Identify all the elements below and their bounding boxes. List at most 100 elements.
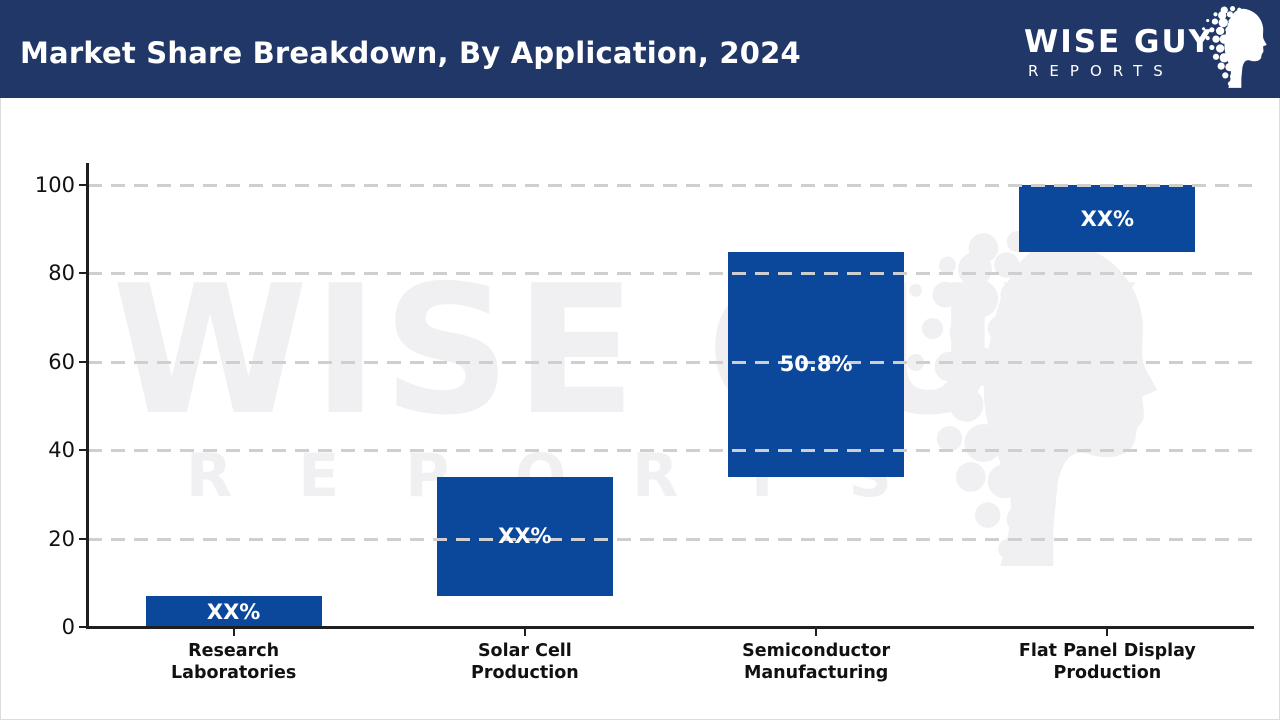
head-dot bbox=[936, 426, 963, 452]
x-category-line: Production bbox=[471, 662, 579, 683]
head-dot bbox=[1202, 27, 1206, 31]
head-dot bbox=[1004, 426, 1031, 452]
x-category-label: Semiconductor Manufacturing bbox=[671, 641, 962, 684]
x-category-line: Solar Cell bbox=[477, 641, 572, 661]
chart-title: Market Share Breakdown, By Application, … bbox=[20, 36, 801, 70]
head-dot bbox=[1226, 11, 1234, 18]
y-tick-label: 40 bbox=[48, 438, 75, 463]
y-axis-tick bbox=[79, 272, 88, 275]
head-dot bbox=[1229, 35, 1236, 42]
head-dot bbox=[1212, 53, 1220, 60]
head-dot bbox=[1229, 72, 1238, 81]
bar-1 bbox=[145, 596, 322, 627]
head-dot bbox=[1234, 18, 1243, 27]
bar-3 bbox=[728, 252, 905, 477]
head-dot bbox=[934, 351, 965, 382]
x-category-label: Flat Panel Display Production bbox=[962, 641, 1253, 684]
header-bar: Market Share Breakdown, By Application, … bbox=[0, 0, 1280, 98]
grid-line bbox=[88, 184, 1253, 187]
head-dot bbox=[1234, 63, 1240, 69]
head-dot bbox=[974, 502, 1001, 528]
y-axis-line bbox=[86, 163, 89, 629]
head-dot bbox=[987, 315, 1014, 342]
head-dot bbox=[1227, 81, 1234, 87]
head-dot bbox=[955, 462, 986, 492]
head-dot bbox=[987, 464, 1022, 499]
head-dot bbox=[1225, 44, 1232, 51]
watermark-wordmark: WISE GUY bbox=[112, 247, 1138, 454]
head-dot bbox=[1217, 62, 1225, 70]
head-dot bbox=[1235, 35, 1244, 44]
grid-line bbox=[88, 537, 1253, 541]
x-category-line: Semiconductor bbox=[742, 641, 891, 661]
head-dot bbox=[1209, 44, 1215, 51]
head-dot bbox=[1219, 34, 1229, 44]
head-dot bbox=[1222, 72, 1229, 79]
y-tick-label: 80 bbox=[48, 261, 75, 286]
head-dot bbox=[1211, 18, 1219, 25]
head-dot bbox=[1215, 26, 1225, 36]
head-dot bbox=[1015, 385, 1054, 424]
grid-line bbox=[88, 449, 1253, 453]
head-dot bbox=[1215, 44, 1225, 53]
y-tick-label: 100 bbox=[34, 173, 75, 197]
x-category-label: Solar Cell Production bbox=[379, 641, 670, 684]
x-axis-tick bbox=[815, 627, 818, 636]
y-tick-label: 60 bbox=[48, 349, 75, 374]
head-dot bbox=[1234, 80, 1241, 87]
head-dot bbox=[949, 315, 984, 350]
head-dot bbox=[964, 347, 1003, 386]
logo-wordmark: WISE GUY bbox=[1024, 24, 1214, 60]
head-dot bbox=[998, 538, 1020, 560]
bar-2 bbox=[436, 476, 613, 597]
grid-line bbox=[88, 272, 1253, 276]
bar-value-label: XX% bbox=[498, 524, 552, 549]
head-dot bbox=[921, 317, 944, 340]
x-category-line: Laboratories bbox=[170, 662, 297, 683]
x-category-line: Manufacturing bbox=[743, 662, 889, 683]
face-profile-shape bbox=[984, 242, 1158, 566]
head-dot bbox=[1231, 26, 1241, 36]
head-dot bbox=[921, 390, 944, 412]
head-dot bbox=[1234, 11, 1242, 19]
head-dot bbox=[1013, 313, 1052, 352]
y-tick-label: 20 bbox=[48, 526, 75, 551]
head-dot bbox=[1205, 36, 1210, 41]
y-axis-tick bbox=[79, 184, 88, 186]
head-dot bbox=[949, 387, 984, 422]
head-dot bbox=[1023, 466, 1045, 488]
head-dot bbox=[1237, 7, 1242, 12]
head-dot bbox=[968, 233, 999, 263]
x-axis-tick bbox=[523, 627, 526, 636]
logo-subtext: REPORTS bbox=[1028, 62, 1174, 80]
y-axis-tick bbox=[79, 360, 88, 363]
wiseguy-logo: WISE GUY REPORTS bbox=[1022, 0, 1272, 98]
head-dot bbox=[1032, 428, 1062, 458]
head-dot bbox=[1025, 281, 1060, 316]
x-axis-tick bbox=[232, 627, 235, 636]
x-category-line: Flat Panel Display bbox=[1018, 641, 1196, 661]
head-dot bbox=[1206, 18, 1210, 23]
y-tick-label: 0 bbox=[61, 615, 75, 639]
x-axis-line bbox=[87, 626, 1254, 629]
bar-value-label: 50.8% bbox=[779, 352, 853, 377]
x-category-line: Research bbox=[188, 641, 280, 661]
head-dot bbox=[1213, 12, 1218, 17]
bar-value-label: XX% bbox=[1080, 206, 1135, 231]
head-dot bbox=[1228, 18, 1235, 25]
head-dot bbox=[1000, 281, 1026, 308]
head-dot bbox=[1229, 53, 1236, 60]
head-dot bbox=[938, 256, 956, 274]
head-dot bbox=[1232, 43, 1242, 54]
y-axis-tick bbox=[79, 626, 88, 628]
head-dot bbox=[964, 423, 1003, 463]
head-dot bbox=[1225, 62, 1234, 72]
head-dot bbox=[1225, 26, 1232, 33]
head-dot bbox=[1209, 27, 1215, 33]
head-dot bbox=[932, 281, 958, 308]
bar-value-label: XX% bbox=[206, 599, 261, 624]
grid-line bbox=[88, 360, 1253, 364]
x-category-label: Research Laboratories bbox=[88, 641, 379, 684]
head-dot bbox=[1030, 349, 1064, 384]
